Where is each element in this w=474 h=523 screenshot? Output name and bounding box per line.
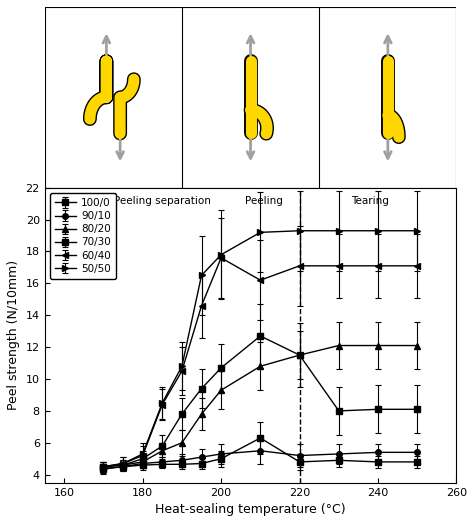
X-axis label: Heat-sealing temperature (°C): Heat-sealing temperature (°C) bbox=[155, 503, 346, 516]
Text: Tearing: Tearing bbox=[351, 196, 389, 206]
Y-axis label: Peel strength (N/10mm): Peel strength (N/10mm) bbox=[7, 260, 20, 410]
Text: Peeling separation: Peeling separation bbox=[114, 196, 211, 206]
Legend: 100/0, 90/10, 80/20, 70/30, 60/40, 50/50: 100/0, 90/10, 80/20, 70/30, 60/40, 50/50 bbox=[50, 193, 116, 279]
Text: Peeling: Peeling bbox=[246, 196, 283, 206]
